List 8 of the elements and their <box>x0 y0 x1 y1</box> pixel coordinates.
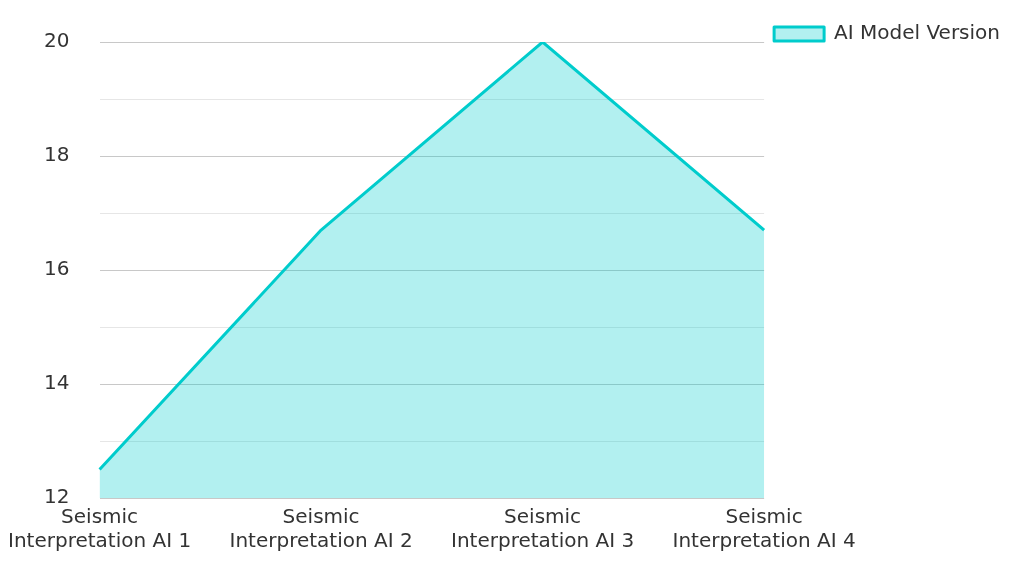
y-tick-label: 16 <box>44 256 70 281</box>
y-tick-label: 14 <box>44 370 70 395</box>
legend-label: AI Model Version <box>834 20 1000 45</box>
x-tick-label: Seismic Interpretation AI 3 <box>451 504 635 553</box>
x-tick-label: Seismic Interpretation AI 2 <box>229 504 413 553</box>
x-tick-label: Seismic Interpretation AI 4 <box>672 504 856 553</box>
y-tick-label: 20 <box>44 28 70 53</box>
y-tick-label: 18 <box>44 142 70 167</box>
